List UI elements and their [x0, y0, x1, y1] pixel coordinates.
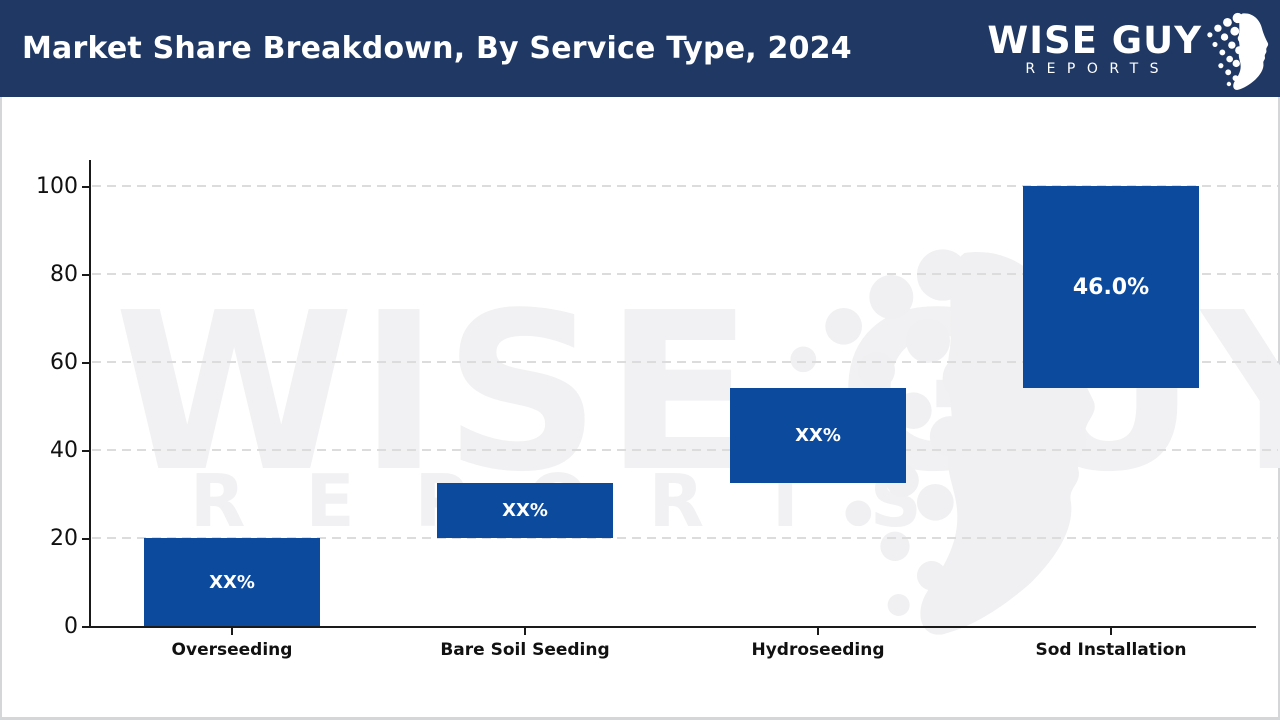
chart-title: Market Share Breakdown, By Service Type,…: [22, 31, 852, 66]
bar-bare-soil-seeding: XX%: [437, 483, 613, 538]
y-tick-40: [82, 450, 90, 452]
y-tick-label-20: 20: [50, 526, 78, 551]
header-bar: Market Share Breakdown, By Service Type,…: [0, 0, 1280, 97]
y-axis-spine: [89, 160, 91, 628]
bar-value-label: 46.0%: [1072, 274, 1150, 300]
gridline-100: [92, 185, 1278, 187]
x-tick-1: [524, 628, 526, 635]
brand-name: WISE GUY: [987, 19, 1202, 62]
x-tick-3: [1110, 628, 1112, 635]
x-category-label-1: Bare Soil Seeding: [440, 640, 610, 660]
y-tick-label-60: 60: [50, 350, 78, 375]
x-category-label-3: Sod Installation: [1035, 640, 1187, 660]
y-tick-20: [82, 538, 90, 540]
bar-sod-installation: 46.0%: [1023, 186, 1199, 389]
bar-overseeding: XX%: [144, 538, 320, 626]
y-tick-label-40: 40: [50, 438, 78, 463]
brand-text: WISE GUY REPORTS: [987, 22, 1202, 78]
y-tick-0: [82, 626, 90, 628]
x-category-label-0: Overseeding: [171, 640, 293, 660]
gridline-60: [92, 361, 1278, 363]
brand-logo: WISE GUY REPORTS: [987, 8, 1270, 92]
brand-subtitle: REPORTS: [1025, 61, 1171, 77]
bar-value-label: XX%: [795, 425, 841, 447]
x-tick-0: [231, 628, 233, 635]
x-axis-spine: [89, 626, 1256, 628]
y-tick-80: [82, 274, 90, 276]
y-tick-60: [82, 362, 90, 364]
x-tick-2: [817, 628, 819, 635]
y-tick-label-100: 100: [36, 174, 78, 199]
y-tick-100: [82, 186, 90, 188]
y-tick-label-0: 0: [64, 614, 78, 639]
wiseguy-face-logo-icon: [1207, 12, 1269, 90]
bar-hydroseeding: XX%: [730, 388, 906, 483]
gridline-20: [92, 537, 1278, 539]
bar-value-label: XX%: [502, 500, 548, 521]
bar-value-label: XX%: [209, 571, 255, 593]
gridline-80: [92, 273, 1278, 275]
x-category-label-2: Hydroseeding: [751, 640, 885, 660]
gridline-40: [92, 449, 1278, 451]
y-tick-label-80: 80: [50, 262, 78, 287]
